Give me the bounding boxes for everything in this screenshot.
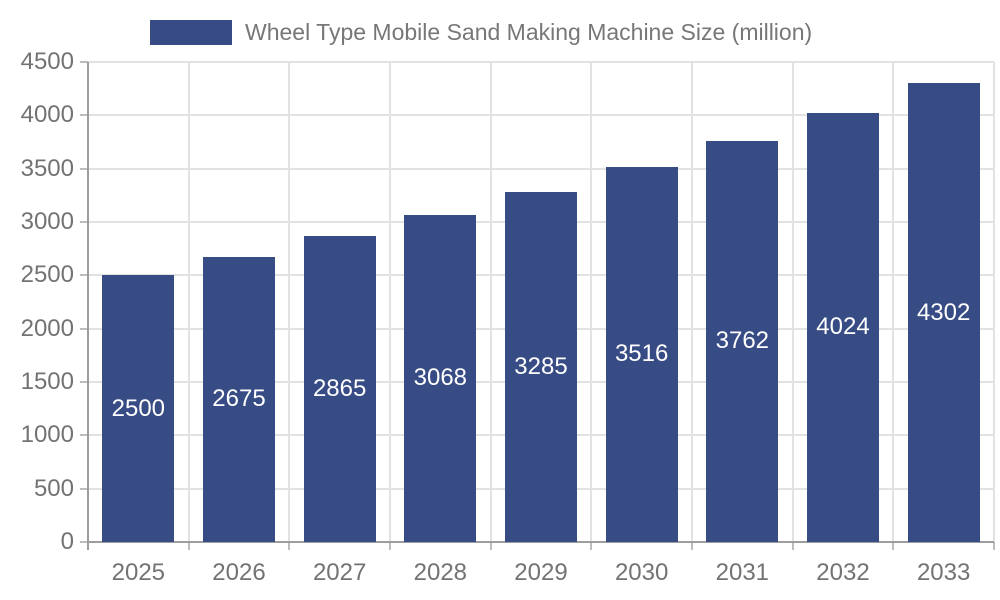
h-gridline [88, 61, 994, 63]
y-axis-line [87, 62, 89, 550]
y-axis-label: 0 [60, 528, 74, 555]
x-axis-tick [691, 542, 693, 550]
y-axis-label: 1500 [20, 368, 74, 395]
x-axis-tick [288, 542, 291, 550]
bar-value-label: 2675 [212, 385, 266, 413]
x-axis-label: 2027 [312, 559, 367, 586]
x-axis-label: 2030 [614, 559, 669, 586]
y-axis-tick [80, 274, 88, 277]
y-axis-label: 4500 [20, 48, 74, 75]
bar[interactable]: 3516 [605, 166, 678, 542]
v-gridline [892, 62, 895, 542]
x-axis-tick [590, 542, 593, 550]
x-axis-tick [489, 542, 492, 550]
x-axis-label: 2025 [111, 559, 166, 586]
x-axis-tick [892, 542, 895, 550]
bar-value-label: 4302 [916, 298, 971, 326]
x-axis-label: 2029 [514, 559, 568, 586]
legend-marker [150, 19, 232, 45]
bar-value-label: 3285 [514, 352, 568, 380]
x-axis-label: 2031 [715, 559, 770, 586]
y-axis-label: 4000 [20, 101, 74, 129]
x-axis-label: 2028 [413, 559, 468, 586]
legend[interactable]: Wheel Type Mobile Sand Making Machine Si… [150, 18, 812, 46]
y-axis-label: 1000 [20, 421, 74, 449]
v-gridline [691, 62, 693, 542]
v-gridline [389, 62, 391, 542]
y-axis-label: 3500 [20, 154, 74, 182]
bar[interactable]: 3068 [404, 214, 477, 542]
bar[interactable]: 4024 [807, 112, 879, 542]
v-gridline [489, 62, 492, 542]
bar-value-label: 3762 [715, 327, 770, 355]
legend-label: Wheel Type Mobile Sand Making Machine Si… [245, 19, 813, 45]
y-axis-label: 2000 [20, 314, 74, 342]
y-axis-label: 2500 [20, 261, 74, 289]
x-axis-tick [187, 542, 190, 550]
h-gridline [88, 114, 994, 117]
x-axis-label: 2032 [816, 559, 870, 586]
x-axis-tick [791, 542, 794, 550]
y-axis-label: 500 [33, 474, 74, 502]
bar[interactable]: 3762 [706, 140, 779, 542]
bar-value-label: 4024 [816, 313, 870, 341]
v-gridline [791, 62, 794, 542]
y-axis-tick [80, 381, 88, 383]
y-axis-tick [80, 541, 88, 543]
y-axis-tick [80, 221, 88, 223]
v-gridline [187, 62, 190, 542]
y-axis-tick [80, 114, 88, 117]
bar-value-label: 3068 [413, 364, 468, 392]
v-gridline [590, 62, 593, 542]
y-axis-tick [80, 434, 88, 437]
h-gridline [88, 167, 994, 170]
bar[interactable]: 2675 [203, 256, 275, 542]
y-axis-tick [80, 61, 88, 63]
bar[interactable]: 4302 [907, 83, 980, 542]
x-axis-line [88, 541, 994, 543]
x-axis-tick [389, 542, 391, 550]
y-axis-tick [80, 487, 88, 490]
y-axis-tick [80, 167, 88, 170]
bar-value-label: 2865 [312, 375, 367, 403]
v-gridline [288, 62, 291, 542]
bar-value-label: 3516 [614, 340, 669, 368]
x-axis-tick [993, 542, 995, 550]
y-axis-label: 3000 [20, 208, 74, 235]
v-gridline [993, 62, 995, 542]
y-axis-tick [80, 327, 88, 330]
x-axis-label: 2026 [212, 559, 266, 586]
bar[interactable]: 2500 [102, 275, 175, 542]
bar-value-label: 2500 [111, 394, 166, 422]
bar[interactable]: 3285 [505, 191, 577, 542]
bar[interactable]: 2865 [303, 236, 376, 542]
x-axis-label: 2033 [916, 559, 971, 586]
